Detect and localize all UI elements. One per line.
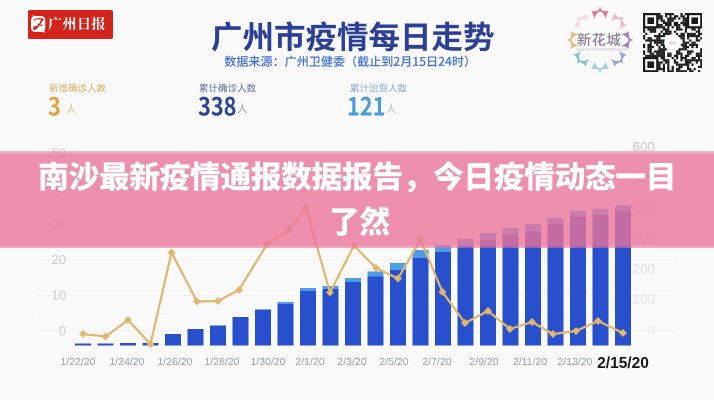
svg-text:0: 0	[59, 323, 66, 338]
svg-text:1/28/20: 1/28/20	[204, 356, 239, 368]
svg-text:2/9/20: 2/9/20	[469, 356, 498, 368]
svg-text:1/22/20: 1/22/20	[60, 356, 95, 368]
svg-text:0: 0	[647, 323, 655, 338]
svg-text:2/1/20: 2/1/20	[295, 356, 324, 368]
svg-text:1/26/20: 1/26/20	[157, 356, 192, 368]
svg-text:xhc: xhc	[669, 41, 677, 47]
svg-text:10: 10	[52, 288, 66, 303]
svg-text:200: 200	[632, 262, 655, 277]
svg-text:Guangzhou Converged Media Cent: Guangzhou Converged Media Center	[576, 47, 626, 51]
svg-text:1/30/20: 1/30/20	[250, 356, 285, 368]
svg-text:1/24/20: 1/24/20	[109, 356, 144, 368]
svg-text:2/3/20: 2/3/20	[337, 356, 366, 368]
svg-text:2/11/20: 2/11/20	[513, 356, 547, 368]
svg-text:2/7/20: 2/7/20	[422, 356, 451, 368]
svg-text:2/5/20: 2/5/20	[379, 356, 408, 368]
svg-text:2/13/20: 2/13/20	[557, 356, 592, 368]
svg-text:20: 20	[52, 252, 66, 267]
svg-text:100: 100	[632, 292, 655, 307]
svg-text:2/15/20: 2/15/20	[597, 355, 649, 372]
